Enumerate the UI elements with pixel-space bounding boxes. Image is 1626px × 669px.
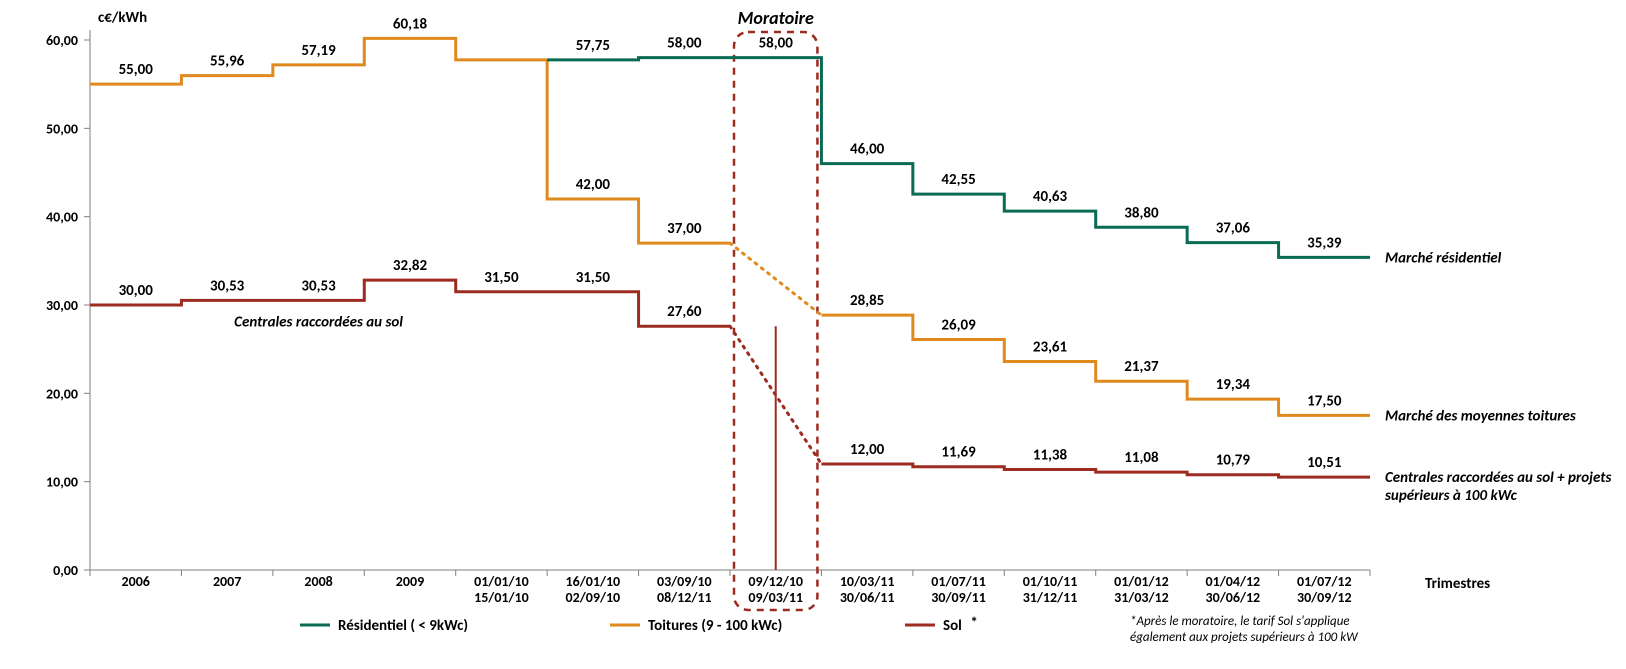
legend-star: *	[970, 614, 977, 632]
x-tick-label: 01/07/1130/09/11	[931, 573, 986, 606]
data-label-sol: 10,79	[1216, 452, 1251, 470]
data-label-toitures: 60,18	[393, 15, 428, 33]
y-axis-title: c€/kWh	[98, 9, 147, 27]
legend-label-residentiel: Résidentiel ( < 9kWc)	[338, 617, 468, 635]
x-tick-label: 2007	[213, 573, 241, 590]
side-label-residentiel: Marché résidentiel	[1385, 249, 1502, 267]
x-tick-label: 2008	[304, 573, 332, 590]
side-label-toitures: Marché des moyennes toitures	[1385, 407, 1576, 425]
x-tick-label: 2009	[396, 573, 424, 590]
data-label-toitures: 21,37	[1124, 358, 1159, 376]
x-tick-label: 2006	[122, 573, 150, 590]
data-label-residentiel: 57,75	[576, 37, 610, 55]
series-toitures	[821, 315, 1370, 415]
data-label-sol: 30,53	[301, 277, 336, 295]
data-label-sol: 11,38	[1033, 446, 1068, 464]
legend-label-toitures: Toitures (9 - 100 kWc)	[648, 617, 782, 635]
data-label-toitures: 37,00	[667, 220, 702, 238]
data-label-sol: 30,00	[119, 282, 154, 300]
side-label-sol: Centrales raccordées au sol + projetssup…	[1384, 469, 1611, 505]
data-label-toitures: 26,09	[941, 317, 976, 335]
series-sol	[821, 464, 1370, 477]
footnote: *Après le moratoire, le tarif Sol s'appl…	[1130, 614, 1359, 645]
data-label-sol: 32,82	[393, 257, 428, 275]
data-label-sol: 12,00	[850, 441, 885, 459]
y-tick-label: 0,00	[53, 562, 78, 579]
data-label-toitures: 55,00	[119, 61, 154, 79]
x-tick-label: 01/01/1231/03/12	[1114, 573, 1169, 606]
data-label-residentiel: 58,00	[759, 35, 794, 53]
legend-label-sol: Sol	[943, 617, 962, 635]
data-label-sol: 10,51	[1307, 454, 1342, 472]
data-label-toitures: 19,34	[1216, 376, 1251, 394]
data-label-residentiel: 38,80	[1124, 204, 1159, 222]
data-label-toitures: 57,19	[301, 42, 336, 60]
data-label-sol: 30,53	[210, 277, 245, 295]
series-toitures	[730, 243, 821, 315]
sol-annotation: Centrales raccordées au sol	[234, 313, 403, 331]
x-tick-label: 01/10/1131/12/11	[1023, 573, 1078, 606]
tariff-step-chart: 0,00 10,00 20,00 30,00 40,00 50,00 60,00 c€/kWh…	[0, 0, 1626, 669]
series-toitures	[90, 38, 730, 243]
data-label-toitures: 28,85	[850, 292, 884, 310]
data-label-toitures: 17,50	[1307, 392, 1342, 410]
x-tick-label: 09/12/1009/03/11	[748, 573, 803, 606]
y-tick-label: 20,00	[46, 385, 78, 402]
y-tick-label: 10,00	[46, 474, 78, 491]
data-label-toitures: 42,00	[576, 176, 611, 194]
y-tick-label: 60,00	[46, 32, 78, 49]
data-label-toitures: 55,96	[210, 53, 245, 71]
x-tick-label: 16/01/1002/09/10	[566, 573, 621, 606]
data-label-sol: 11,08	[1124, 449, 1159, 467]
y-tick-label: 50,00	[46, 120, 78, 137]
data-label-sol: 31,50	[484, 269, 519, 287]
data-label-toitures: 23,61	[1033, 338, 1068, 356]
x-axis-title: Trimestres	[1425, 575, 1490, 593]
y-tick-label: 40,00	[46, 209, 78, 226]
data-label-residentiel: 42,55	[941, 171, 975, 189]
data-label-sol: 31,50	[576, 269, 611, 287]
x-tick-label: 01/04/1230/06/12	[1206, 573, 1261, 606]
data-label-residentiel: 58,00	[667, 35, 702, 53]
series-sol	[90, 280, 730, 326]
y-tick-label: 30,00	[46, 297, 78, 314]
data-label-sol: 11,69	[941, 444, 976, 462]
data-label-residentiel: 46,00	[850, 141, 885, 159]
x-tick-label: 10/03/1130/06/11	[840, 573, 895, 606]
data-label-residentiel: 40,63	[1033, 188, 1068, 206]
data-label-sol: 27,60	[667, 303, 702, 321]
moratoire-label: Moratoire	[738, 7, 814, 29]
x-tick-label: 01/01/1015/01/10	[474, 573, 529, 606]
data-label-residentiel: 37,06	[1216, 220, 1251, 238]
data-label-residentiel: 35,39	[1307, 234, 1342, 252]
x-tick-label: 01/07/1230/09/12	[1297, 573, 1352, 606]
x-tick-label: 03/09/1008/12/11	[657, 573, 712, 606]
